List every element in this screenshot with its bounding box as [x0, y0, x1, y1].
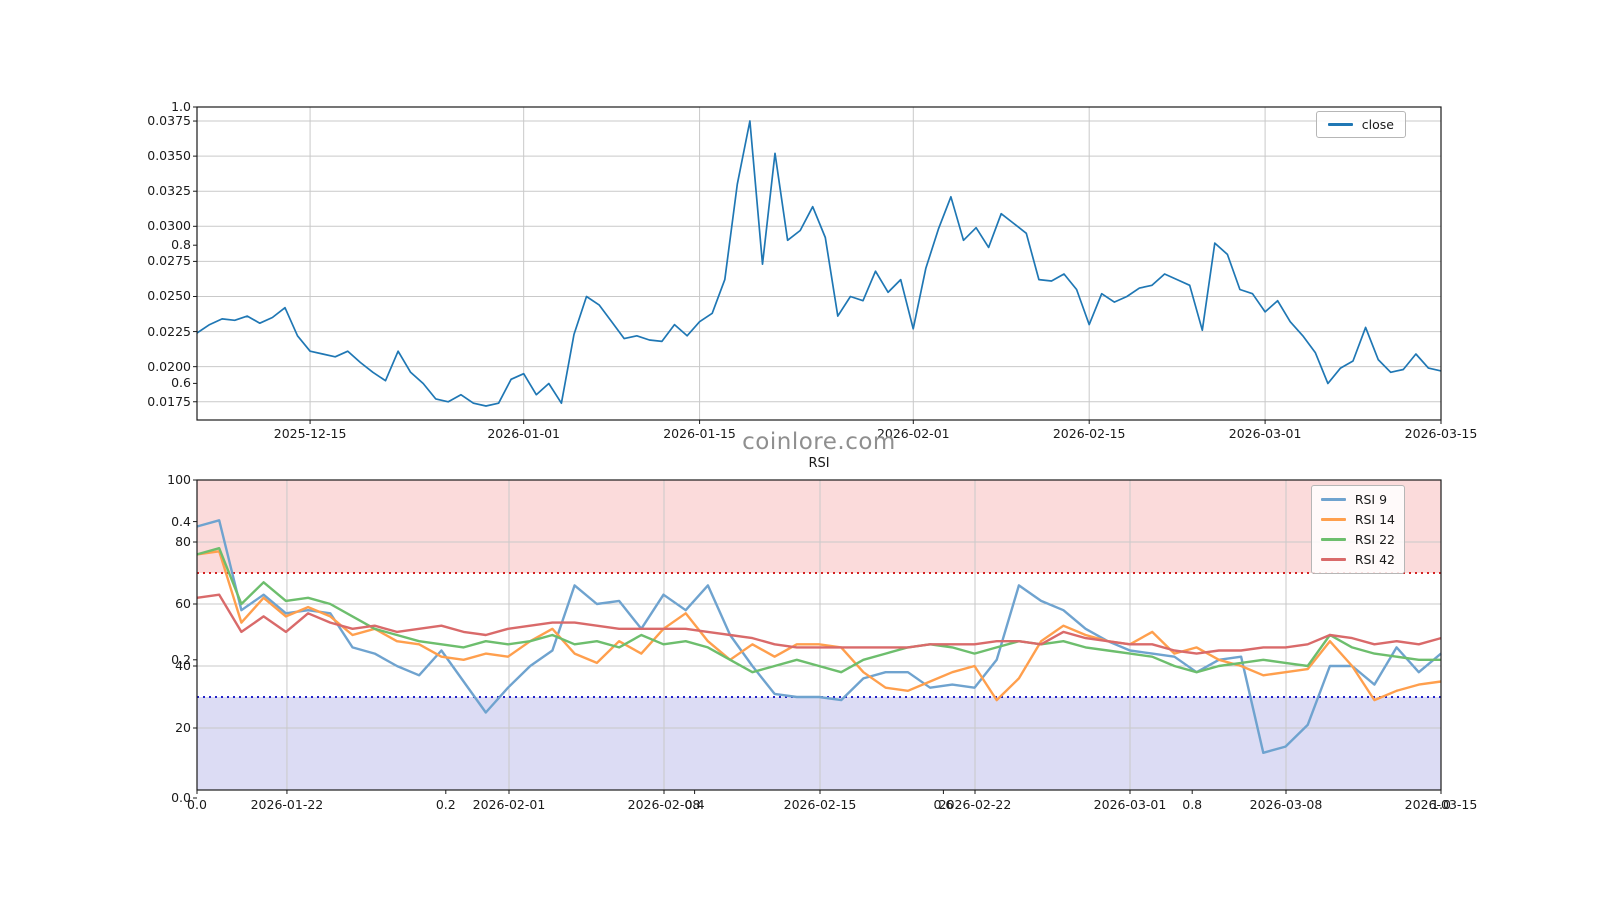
- tick-label: 0.0200: [147, 358, 191, 374]
- tick-label: 2026-02-01: [472, 796, 546, 812]
- tick-label: 0.2: [171, 651, 191, 667]
- tick-label: 0.0325: [147, 182, 191, 198]
- legend-label-rsi22: RSI 22: [1354, 532, 1395, 547]
- tick-label: 0.0175: [147, 393, 191, 409]
- legend-entry-rsi14: RSI 14: [1320, 512, 1395, 527]
- tick-label: 2025-12-15: [273, 425, 347, 441]
- legend-entry-rsi22: RSI 22: [1320, 532, 1395, 547]
- rsi-chart-title: RSI: [808, 456, 830, 471]
- tick-label: 0.4: [171, 513, 191, 529]
- watermark: coinlore.com: [742, 429, 896, 455]
- tick-label: 0.6: [933, 796, 954, 812]
- tick-label: 2026-02-01: [876, 425, 950, 441]
- tick-label: 2026-02-15: [1052, 425, 1126, 441]
- tick-label: 0.0350: [147, 147, 191, 163]
- tick-label: 60: [175, 595, 191, 611]
- tick-label: 0.8: [171, 236, 191, 252]
- tick-label: 2026-03-15: [1404, 425, 1478, 441]
- tick-label: 2026-03-01: [1228, 425, 1302, 441]
- rsi22-line-swatch: [1320, 538, 1346, 541]
- tick-label: 2026-02-15: [783, 796, 857, 812]
- close-line-swatch: [1327, 123, 1353, 126]
- tick-label: 40: [175, 657, 191, 673]
- tick-label: 2026-03-15: [1404, 796, 1478, 812]
- rsi14-line-swatch: [1320, 518, 1346, 521]
- tick-label: 2026-03-01: [1093, 796, 1167, 812]
- price-legend: close: [1315, 111, 1406, 138]
- tick-label: 2026-03-08: [1249, 796, 1323, 812]
- rsi9-line-swatch: [1320, 498, 1346, 501]
- legend-entry-rsi9: RSI 9: [1320, 492, 1395, 507]
- rsi42-line-swatch: [1320, 558, 1346, 561]
- tick-label: 0.0225: [147, 323, 191, 339]
- tick-label: 0.0: [187, 796, 207, 812]
- tick-label: 0.8: [1182, 796, 1203, 812]
- legend-label-rsi9: RSI 9: [1354, 492, 1388, 507]
- tick-label: 2026-01-15: [663, 425, 736, 441]
- legend-entry-rsi42: RSI 42: [1320, 552, 1395, 567]
- tick-label: 0.0250: [147, 288, 191, 304]
- tick-label: 2026-02-22: [938, 796, 1012, 812]
- rsi-legend: RSI 9 RSI 14 RSI 22 RSI 42: [1310, 485, 1405, 574]
- tick-label: 2026-02-08: [627, 796, 701, 812]
- legend-label-close: close: [1361, 117, 1394, 132]
- tick-label: 0.6: [171, 375, 191, 391]
- tick-label: 1.0: [171, 98, 191, 114]
- tick-label: 80: [175, 533, 191, 549]
- tick-label: 0.0: [171, 789, 191, 805]
- tick-label: 0.4: [684, 796, 705, 812]
- tick-label: 2026-01-22: [250, 796, 324, 812]
- tick-label: 20: [175, 719, 191, 735]
- legend-label-rsi14: RSI 14: [1354, 512, 1395, 527]
- legend-label-rsi42: RSI 42: [1354, 552, 1395, 567]
- tick-label: 2026-01-01: [487, 425, 560, 441]
- tick-label: 0.0375: [147, 112, 191, 128]
- tick-label: 0.0275: [147, 253, 191, 269]
- tick-label: 0.2: [435, 796, 456, 812]
- tick-label: 0.0300: [147, 218, 191, 234]
- tick-label: 100: [167, 471, 191, 487]
- tick-label: 1.0: [1431, 796, 1451, 812]
